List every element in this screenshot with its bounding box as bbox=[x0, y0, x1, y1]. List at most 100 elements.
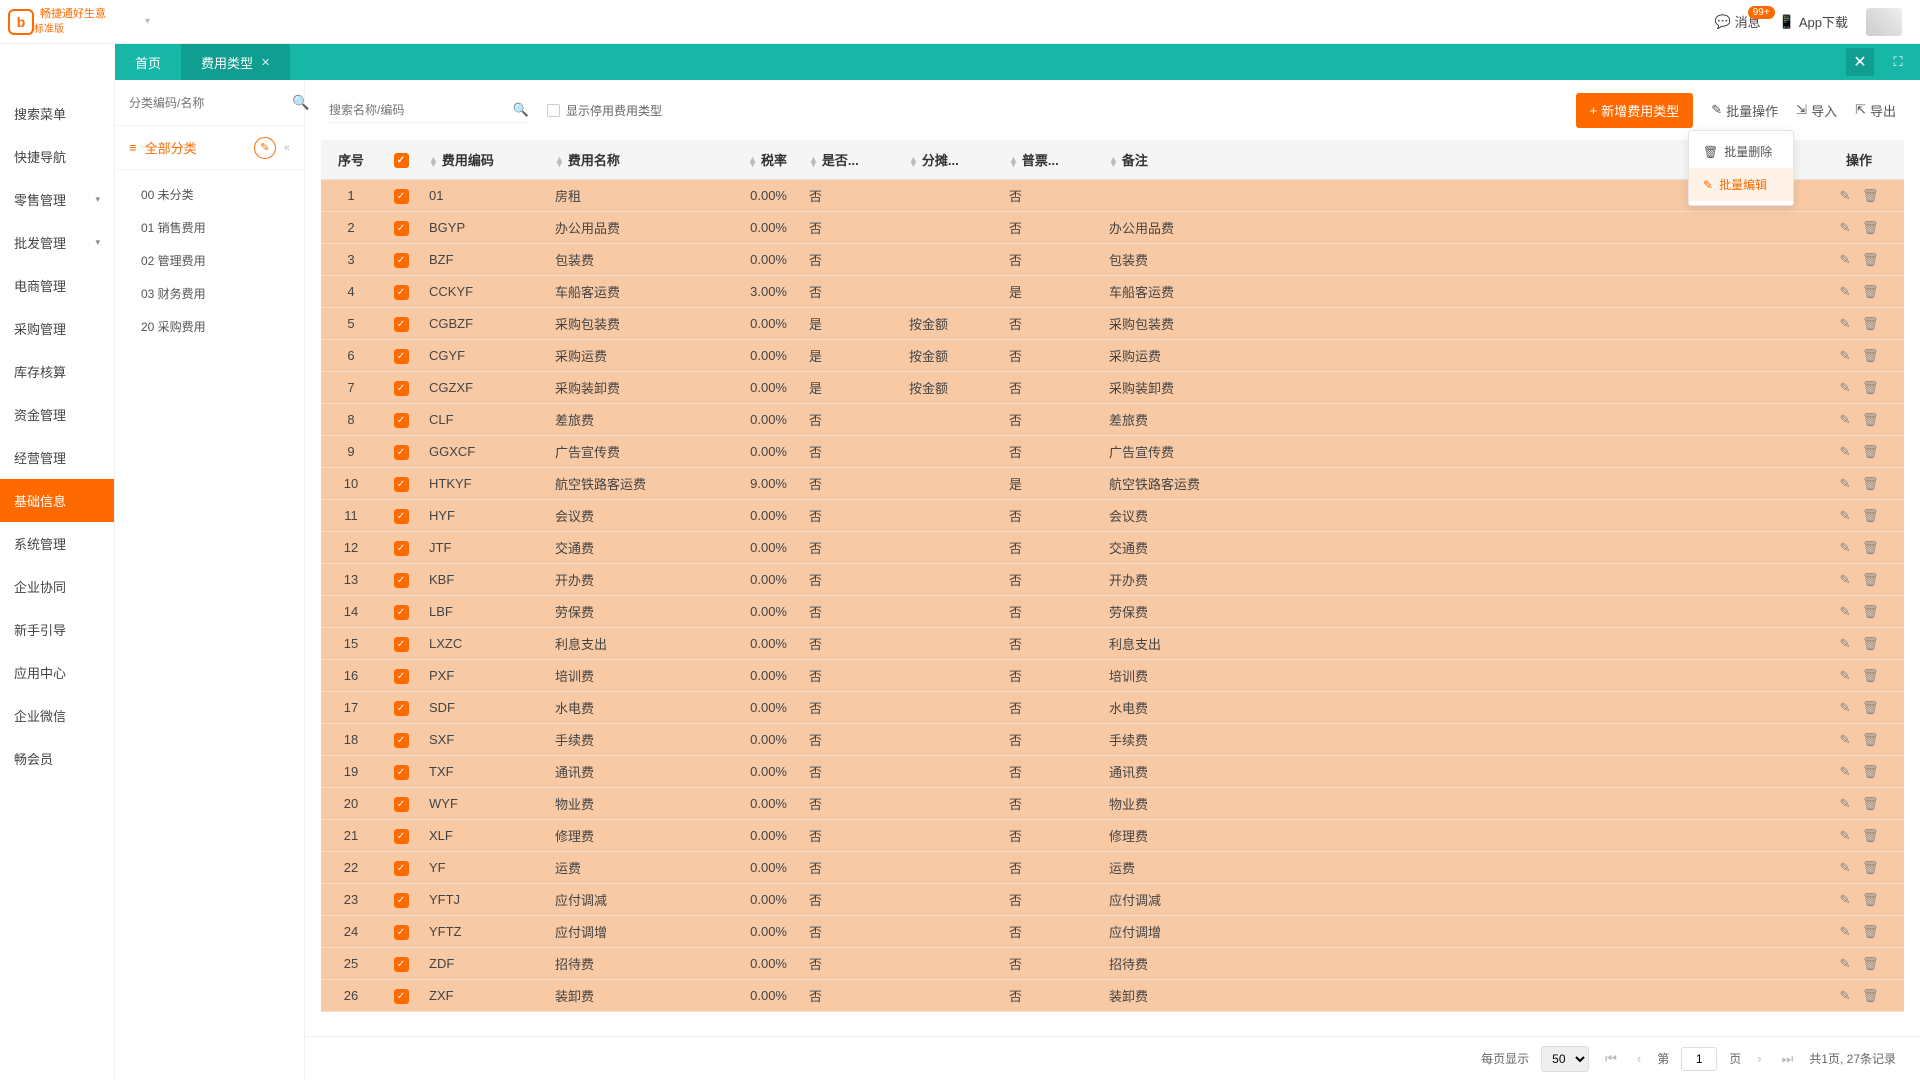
row-checkbox[interactable]: ✓ bbox=[394, 285, 409, 300]
sidebar-item[interactable]: 经营管理 bbox=[0, 436, 114, 479]
row-checkbox[interactable]: ✓ bbox=[394, 989, 409, 1004]
cell-checkbox[interactable]: ✓ bbox=[381, 596, 421, 628]
batch-button[interactable]: ✎ 批量操作 bbox=[1711, 101, 1778, 120]
delete-row-button[interactable]: 🗑 bbox=[1862, 636, 1879, 651]
delete-row-button[interactable]: 🗑 bbox=[1862, 732, 1879, 747]
messages-button[interactable]: 💬 消息 99+ bbox=[1714, 12, 1760, 31]
delete-row-button[interactable]: 🗑 bbox=[1862, 252, 1879, 267]
row-checkbox[interactable]: ✓ bbox=[394, 893, 409, 908]
edit-row-button[interactable]: ✎ bbox=[1839, 412, 1850, 427]
export-button[interactable]: ⇱ 导出 bbox=[1855, 101, 1896, 120]
row-checkbox[interactable]: ✓ bbox=[394, 861, 409, 876]
row-checkbox[interactable]: ✓ bbox=[394, 413, 409, 428]
table-row[interactable]: 25 ✓ ZDF 招待费 0.00% 否 否 招待费 ✎ 🗑 bbox=[321, 948, 1904, 980]
row-checkbox[interactable]: ✓ bbox=[394, 573, 409, 588]
col-checkbox[interactable]: ✓ bbox=[381, 140, 421, 180]
table-row[interactable]: 26 ✓ ZXF 装卸费 0.00% 否 否 装卸费 ✎ 🗑 bbox=[321, 980, 1904, 1012]
edit-row-button[interactable]: ✎ bbox=[1839, 988, 1850, 1003]
edit-row-button[interactable]: ✎ bbox=[1839, 636, 1850, 651]
row-checkbox[interactable]: ✓ bbox=[394, 317, 409, 332]
row-checkbox[interactable]: ✓ bbox=[394, 637, 409, 652]
edit-row-button[interactable]: ✎ bbox=[1839, 924, 1850, 939]
delete-row-button[interactable]: 🗑 bbox=[1862, 988, 1879, 1003]
category-item[interactable]: 01 销售费用 bbox=[115, 211, 304, 244]
sidebar-item[interactable]: 应用中心 bbox=[0, 651, 114, 694]
row-checkbox[interactable]: ✓ bbox=[394, 733, 409, 748]
edit-row-button[interactable]: ✎ bbox=[1839, 284, 1850, 299]
row-checkbox[interactable]: ✓ bbox=[394, 957, 409, 972]
delete-row-button[interactable]: 🗑 bbox=[1862, 220, 1879, 235]
col-rate[interactable]: ▲▼税率 bbox=[717, 140, 801, 180]
sidebar-item[interactable]: 电商管理 bbox=[0, 264, 114, 307]
table-row[interactable]: 17 ✓ SDF 水电费 0.00% 否 否 水电费 ✎ 🗑 bbox=[321, 692, 1904, 724]
edit-row-button[interactable]: ✎ bbox=[1839, 796, 1850, 811]
cell-checkbox[interactable]: ✓ bbox=[381, 276, 421, 308]
table-row[interactable]: 20 ✓ WYF 物业费 0.00% 否 否 物业费 ✎ 🗑 bbox=[321, 788, 1904, 820]
delete-row-button[interactable]: 🗑 bbox=[1862, 348, 1879, 363]
cell-checkbox[interactable]: ✓ bbox=[381, 788, 421, 820]
table-row[interactable]: 13 ✓ KBF 开办费 0.00% 否 否 开办费 ✎ 🗑 bbox=[321, 564, 1904, 596]
first-page-button[interactable]: ⏮ bbox=[1601, 1051, 1621, 1067]
cell-checkbox[interactable]: ✓ bbox=[381, 884, 421, 916]
delete-row-button[interactable]: 🗑 bbox=[1862, 796, 1879, 811]
edit-row-button[interactable]: ✎ bbox=[1839, 732, 1850, 747]
edit-row-button[interactable]: ✎ bbox=[1839, 860, 1850, 875]
org-selector[interactable]: ▾ bbox=[115, 16, 375, 27]
table-row[interactable]: 14 ✓ LBF 劳保费 0.00% 否 否 劳保费 ✎ 🗑 bbox=[321, 596, 1904, 628]
cell-checkbox[interactable]: ✓ bbox=[381, 212, 421, 244]
row-checkbox[interactable]: ✓ bbox=[394, 221, 409, 236]
tab[interactable]: 首页 bbox=[115, 44, 181, 80]
add-button[interactable]: + 新增费用类型 bbox=[1576, 93, 1694, 128]
edit-row-button[interactable]: ✎ bbox=[1839, 252, 1850, 267]
sidebar-item[interactable]: 新手引导 bbox=[0, 608, 114, 651]
delete-row-button[interactable]: 🗑 bbox=[1862, 668, 1879, 683]
sidebar-item[interactable]: 资金管理 bbox=[0, 393, 114, 436]
select-all-checkbox[interactable]: ✓ bbox=[394, 153, 409, 168]
sidebar-item[interactable]: 企业协同 bbox=[0, 565, 114, 608]
sidebar-item[interactable]: 企业微信 bbox=[0, 694, 114, 737]
sidebar-item[interactable]: 采购管理 bbox=[0, 307, 114, 350]
sidebar-item[interactable]: 系统管理 bbox=[0, 522, 114, 565]
delete-row-button[interactable]: 🗑 bbox=[1862, 828, 1879, 843]
table-row[interactable]: 9 ✓ GGXCF 广告宣传费 0.00% 否 否 广告宣传费 ✎ 🗑 bbox=[321, 436, 1904, 468]
cell-checkbox[interactable]: ✓ bbox=[381, 340, 421, 372]
cell-checkbox[interactable]: ✓ bbox=[381, 372, 421, 404]
row-checkbox[interactable]: ✓ bbox=[394, 797, 409, 812]
delete-row-button[interactable]: 🗑 bbox=[1862, 316, 1879, 331]
edit-row-button[interactable]: ✎ bbox=[1839, 828, 1850, 843]
edit-row-button[interactable]: ✎ bbox=[1839, 444, 1850, 459]
delete-row-button[interactable]: 🗑 bbox=[1862, 188, 1879, 203]
table-row[interactable]: 7 ✓ CGZXF 采购装卸费 0.00% 是 按金额 否 采购装卸费 ✎ 🗑 bbox=[321, 372, 1904, 404]
cell-checkbox[interactable]: ✓ bbox=[381, 948, 421, 980]
sidebar-item[interactable]: 零售管理▾ bbox=[0, 178, 114, 221]
category-search-input[interactable] bbox=[129, 96, 284, 110]
delete-row-button[interactable]: 🗑 bbox=[1862, 572, 1879, 587]
table-row[interactable]: 23 ✓ YFTJ 应付调减 0.00% 否 否 应付调减 ✎ 🗑 bbox=[321, 884, 1904, 916]
col-code[interactable]: ▲▼费用编码 bbox=[421, 140, 547, 180]
edit-row-button[interactable]: ✎ bbox=[1839, 316, 1850, 331]
avatar[interactable] bbox=[1866, 8, 1902, 36]
edit-row-button[interactable]: ✎ bbox=[1839, 700, 1850, 715]
cell-checkbox[interactable]: ✓ bbox=[381, 660, 421, 692]
import-button[interactable]: ⇲ 导入 bbox=[1796, 101, 1837, 120]
edit-row-button[interactable]: ✎ bbox=[1839, 476, 1850, 491]
row-checkbox[interactable]: ✓ bbox=[394, 477, 409, 492]
row-checkbox[interactable]: ✓ bbox=[394, 349, 409, 364]
row-checkbox[interactable]: ✓ bbox=[394, 189, 409, 204]
cell-checkbox[interactable]: ✓ bbox=[381, 980, 421, 1012]
cell-checkbox[interactable]: ✓ bbox=[381, 436, 421, 468]
cell-checkbox[interactable]: ✓ bbox=[381, 756, 421, 788]
close-icon[interactable]: ✕ bbox=[261, 56, 270, 69]
table-row[interactable]: 3 ✓ BZF 包装费 0.00% 否 否 包装费 ✎ 🗑 bbox=[321, 244, 1904, 276]
table-row[interactable]: 19 ✓ TXF 通讯费 0.00% 否 否 通讯费 ✎ 🗑 bbox=[321, 756, 1904, 788]
cell-checkbox[interactable]: ✓ bbox=[381, 692, 421, 724]
edit-row-button[interactable]: ✎ bbox=[1839, 764, 1850, 779]
edit-row-button[interactable]: ✎ bbox=[1839, 892, 1850, 907]
table-row[interactable]: 8 ✓ CLF 差旅费 0.00% 否 否 差旅费 ✎ 🗑 bbox=[321, 404, 1904, 436]
edit-row-button[interactable]: ✎ bbox=[1839, 220, 1850, 235]
delete-row-button[interactable]: 🗑 bbox=[1862, 444, 1879, 459]
delete-row-button[interactable]: 🗑 bbox=[1862, 380, 1879, 395]
sidebar-item[interactable]: 批发管理▾ bbox=[0, 221, 114, 264]
category-item[interactable]: 02 管理费用 bbox=[115, 244, 304, 277]
cell-checkbox[interactable]: ✓ bbox=[381, 916, 421, 948]
